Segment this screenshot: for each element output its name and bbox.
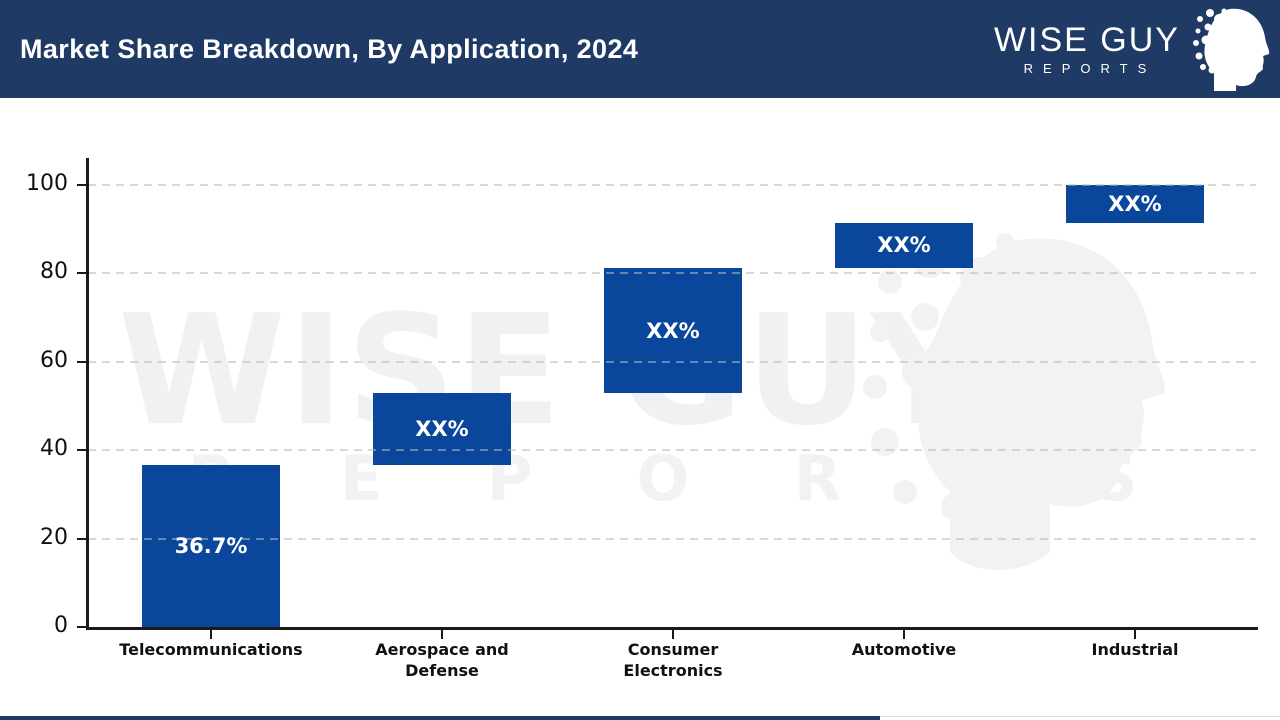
bar-segment-1[interactable]: 36.7% (142, 464, 280, 627)
y-tick-label-0: 0 (54, 613, 68, 638)
x-tick-3 (672, 630, 674, 639)
x-tick-1 (210, 630, 212, 639)
y-tick-label-60: 60 (40, 347, 68, 373)
y-tick-60 (77, 360, 86, 363)
logo-wordmark: WISE GUY REPORTS (994, 23, 1180, 75)
y-tick-label-100: 100 (26, 171, 68, 196)
bar-segment-4[interactable]: XX% (835, 222, 973, 269)
x-category-label-4: Automotive (851, 640, 957, 659)
y-tick-100 (77, 184, 86, 186)
gridline-y-80 (88, 272, 1256, 275)
bar-segment-3[interactable]: XX% (604, 268, 742, 394)
y-tick-20 (77, 537, 86, 540)
bar-segment-5[interactable]: XX% (1066, 185, 1204, 223)
bar-segment-2[interactable]: XX% (373, 393, 511, 465)
x-tick-2 (441, 630, 443, 639)
gridline-y-100 (88, 184, 1256, 186)
footer-accent-bar (0, 716, 880, 720)
x-tick-5 (1134, 630, 1136, 639)
y-tick-label-20: 20 (40, 524, 68, 550)
y-tick-label-80: 80 (40, 259, 68, 285)
watermark-brand-text: WISE GUY (118, 282, 983, 459)
bar-value-label: XX% (877, 233, 931, 258)
y-tick-0 (77, 626, 86, 628)
x-category-label-2: Aerospace and Defense (375, 640, 509, 680)
dotted-head-profile-icon (1186, 3, 1272, 95)
x-axis-line (86, 627, 1258, 630)
x-tick-4 (903, 630, 905, 639)
wiseguy-logo: WISE GUY REPORTS (994, 3, 1280, 95)
gridline-y-40 (88, 449, 1256, 452)
dotted-head-profile-watermark (850, 222, 1180, 576)
y-tick-label-40: 40 (40, 436, 68, 462)
bar-value-label: XX% (415, 416, 469, 441)
bar-value-label: 36.7% (174, 533, 248, 558)
y-axis-line (86, 158, 89, 629)
x-category-label-5: Industrial (1091, 640, 1179, 659)
x-category-label-1: Telecommunications (119, 640, 303, 659)
gridline-y-60 (88, 360, 1256, 363)
logo-brand-name: WISE GUY (993, 21, 1180, 59)
bar-value-label: XX% (646, 318, 700, 343)
gridline-y-20 (88, 537, 1256, 540)
header-band: Market Share Breakdown, By Application, … (0, 0, 1280, 98)
logo-brand-sub: REPORTS (1023, 61, 1157, 76)
y-tick-40 (77, 449, 86, 452)
bar-value-label: XX% (1108, 191, 1162, 216)
x-category-label-3: Consumer Electronics (623, 640, 723, 680)
chart-title: Market Share Breakdown, By Application, … (20, 33, 639, 64)
y-tick-80 (77, 272, 86, 275)
